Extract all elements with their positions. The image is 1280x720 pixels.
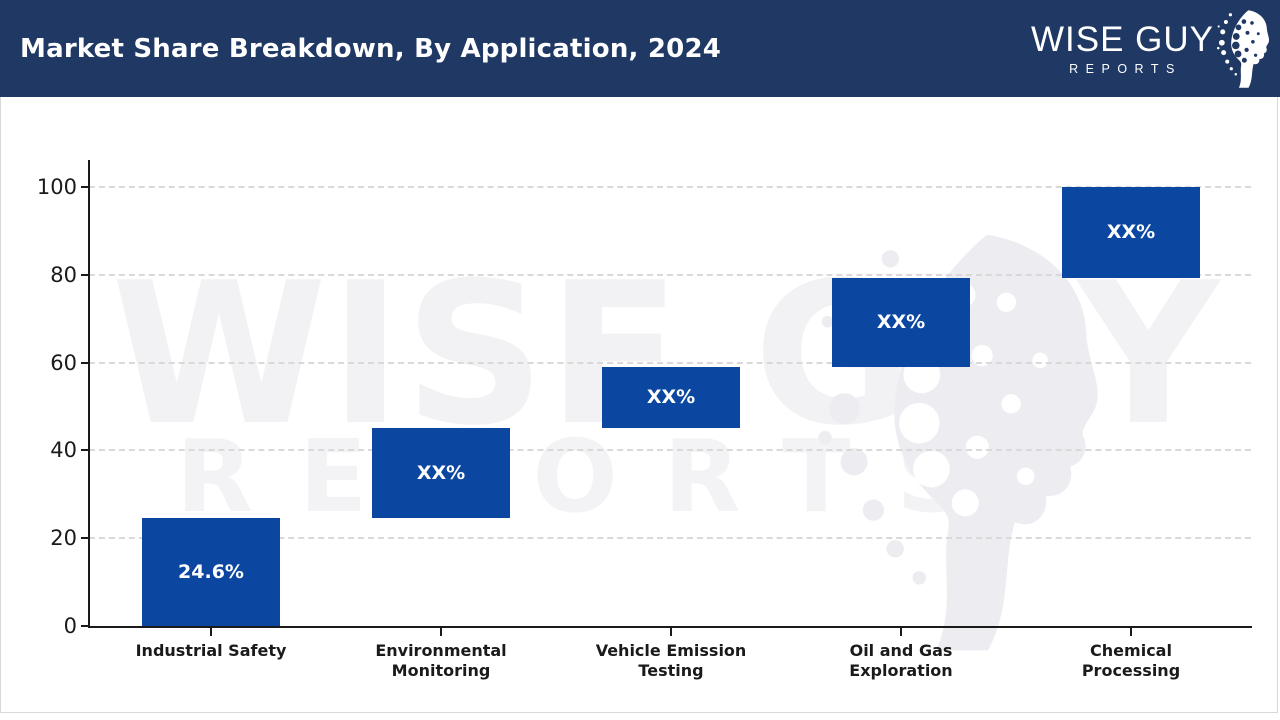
y-tick-label-40: 40 <box>50 438 77 463</box>
dotted-head-logo-icon <box>1216 10 1270 88</box>
y-tick-label-0: 0 <box>63 614 77 638</box>
gridline-40 <box>89 449 1251 452</box>
bar-environmental-monitoring: XX% <box>372 428 510 518</box>
x-category-label-chemical-processing: Chemical Processing <box>1081 641 1181 680</box>
bar-value-label-industrial-safety: 24.6% <box>178 560 244 583</box>
y-tick-mark-100 <box>81 186 89 188</box>
brand-subtext: REPORTS <box>1069 61 1182 76</box>
bar-chemical-processing: XX% <box>1062 187 1200 278</box>
x-category-label-environmental-monitoring: Environmental Monitoring <box>375 641 507 680</box>
waterfall-chart: 0 20 40 60 80 100 24.6% Industrial Safety XX% Env… <box>1 97 1277 712</box>
x-tick-mark-industrial-safety <box>210 628 212 636</box>
bar-value-label-environmental-monitoring: XX% <box>416 461 466 484</box>
header: Market Share Breakdown, By Application, … <box>0 0 1280 97</box>
chart-area: WISE GUY REPORTS 0 20 40 60 80 100 24.6% Indust… <box>0 97 1278 713</box>
y-tick-label-80: 80 <box>50 262 77 287</box>
bar-value-label-vehicle-emission-testing: XX% <box>646 386 696 409</box>
x-tick-mark-environmental-monitoring <box>440 628 442 636</box>
y-tick-mark-20 <box>81 537 89 540</box>
y-tick-label-100: 100 <box>36 175 77 199</box>
gridline-20 <box>89 537 1251 540</box>
watermark-subtext: REPORTS <box>176 418 1015 535</box>
y-tick-mark-0 <box>81 625 89 627</box>
gridline-60 <box>89 361 1251 364</box>
bar-industrial-safety: 24.6% <box>142 518 280 626</box>
brand-wordmark: WISE GUY <box>1030 20 1214 60</box>
bar-value-label-oil-and-gas-exploration: XX% <box>876 311 926 334</box>
y-tick-mark-40 <box>81 449 89 452</box>
brand-logo: WISE GUY REPORTS <box>1031 4 1270 94</box>
y-tick-label-60: 60 <box>50 350 77 375</box>
x-tick-mark-chemical-processing <box>1130 628 1132 636</box>
x-tick-mark-vehicle-emission-testing <box>670 628 672 636</box>
bar-value-label-chemical-processing: XX% <box>1106 221 1156 244</box>
y-tick-label-20: 20 <box>50 526 77 551</box>
bar-vehicle-emission-testing: XX% <box>602 366 740 428</box>
y-axis-spine <box>88 160 90 628</box>
x-axis-spine <box>88 626 1252 628</box>
x-category-label-oil-and-gas-exploration: Oil and Gas Exploration <box>849 641 953 680</box>
page-title: Market Share Breakdown, By Application, … <box>20 34 722 64</box>
y-tick-mark-80 <box>81 273 89 276</box>
brand-wordmark-block: WISE GUY REPORTS <box>1030 20 1214 76</box>
bar-oil-and-gas-exploration: XX% <box>832 277 970 367</box>
x-category-label-vehicle-emission-testing: Vehicle Emission Testing <box>595 641 747 680</box>
x-tick-mark-oil-and-gas-exploration <box>900 628 902 636</box>
gridline-80 <box>89 273 1251 276</box>
x-category-label-industrial-safety: Industrial Safety <box>135 641 287 660</box>
gridline-100 <box>89 186 1251 188</box>
y-tick-mark-60 <box>81 361 89 364</box>
